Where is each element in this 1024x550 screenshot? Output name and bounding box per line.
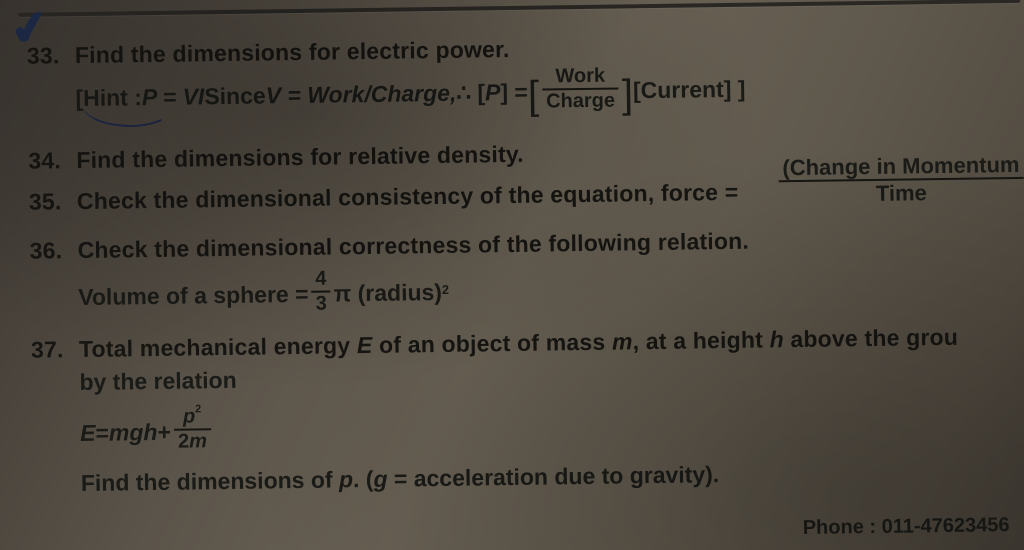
q33-hint: [Hint : P = VI Since V = Work/Charge, ∴ … xyxy=(0,62,1022,122)
pi-radius: π (radius) xyxy=(333,278,442,307)
eq-mgh: mgh xyxy=(109,418,158,446)
eq-plus: + xyxy=(157,418,171,445)
hint-P: P xyxy=(485,79,501,106)
q34-number: 34. xyxy=(28,147,76,175)
page: ✔ 33. Find the dimensions for electric p… xyxy=(0,0,1024,550)
q37-find: Find the dimensions of p. (g = accelerat… xyxy=(3,457,1024,498)
vol-lead: Volume of a sphere = xyxy=(78,280,309,310)
frac-bot: Charge xyxy=(542,89,619,112)
q36-volume: Volume of a sphere = 4 3 π (radius) 2 xyxy=(0,261,1024,321)
frac-top: Work xyxy=(551,66,609,89)
t-d: above the grou xyxy=(784,324,959,352)
q36-number: 36. xyxy=(29,237,77,265)
q36-line1: 36. Check the dimensional correctness of… xyxy=(0,224,1024,265)
frac-work-charge: Work Charge xyxy=(542,65,620,112)
p-squared: p2 xyxy=(179,406,206,428)
frac-p2-2m: p2 2m xyxy=(174,406,212,453)
q35-number: 35. xyxy=(29,188,77,216)
q37-number: 37. xyxy=(31,336,79,364)
find-g: g xyxy=(373,466,387,492)
q37-by: by the relation xyxy=(1,356,1024,397)
t-E: E xyxy=(357,332,373,358)
frac-4-3: 4 3 xyxy=(311,269,331,315)
find-p: p xyxy=(339,466,353,492)
p2-p: p xyxy=(183,405,196,427)
therefore: ∴ [ xyxy=(456,79,485,106)
q36-text: Check the dimensional correctness of the… xyxy=(77,224,1023,264)
eq-E: E xyxy=(80,419,96,446)
t-a: Total mechanical energy xyxy=(79,332,357,362)
four: 4 xyxy=(311,269,330,291)
eq-eq: = xyxy=(95,419,109,446)
top-rule xyxy=(18,0,1020,17)
frac-bot-time: Time xyxy=(872,180,931,205)
frac-top-momentum: (Change in Momentum xyxy=(778,153,1023,181)
hint-eq2: V = Work/Charge, xyxy=(266,79,457,109)
frac-momentum-time: (Change in Momentum Time xyxy=(778,153,1024,207)
find-c: = acceleration due to gravity). xyxy=(387,461,719,492)
m2: m xyxy=(189,430,207,452)
phone-value: 011-47623456 xyxy=(881,514,1009,538)
three: 3 xyxy=(312,293,331,315)
two: 2 xyxy=(178,431,189,453)
hint-since: Since xyxy=(204,82,266,110)
two-m: 2m xyxy=(174,430,211,453)
hint-tail: [Current] ] xyxy=(633,75,746,104)
radius-squared: 2 xyxy=(442,283,449,297)
find-a: Find the dimensions of xyxy=(81,466,339,496)
t-b: of an object of mass xyxy=(372,329,612,358)
t-c: , at a height xyxy=(632,326,769,354)
find-b: . ( xyxy=(353,466,374,492)
phone: Phone : 011-47623456 xyxy=(803,514,1010,540)
q35-fraction: (Change in Momentum Time xyxy=(775,155,1024,209)
phone-label: Phone : xyxy=(803,516,882,539)
hint-open: [Hint : xyxy=(75,84,142,112)
hint-brk: ] = xyxy=(500,78,528,105)
t-h: h xyxy=(769,326,784,352)
t-m: m xyxy=(612,328,633,354)
q37-equation: E = mgh + p2 2m xyxy=(2,397,1024,457)
p2-sq: 2 xyxy=(195,404,201,416)
hint-eq1: P = VI xyxy=(142,83,205,111)
